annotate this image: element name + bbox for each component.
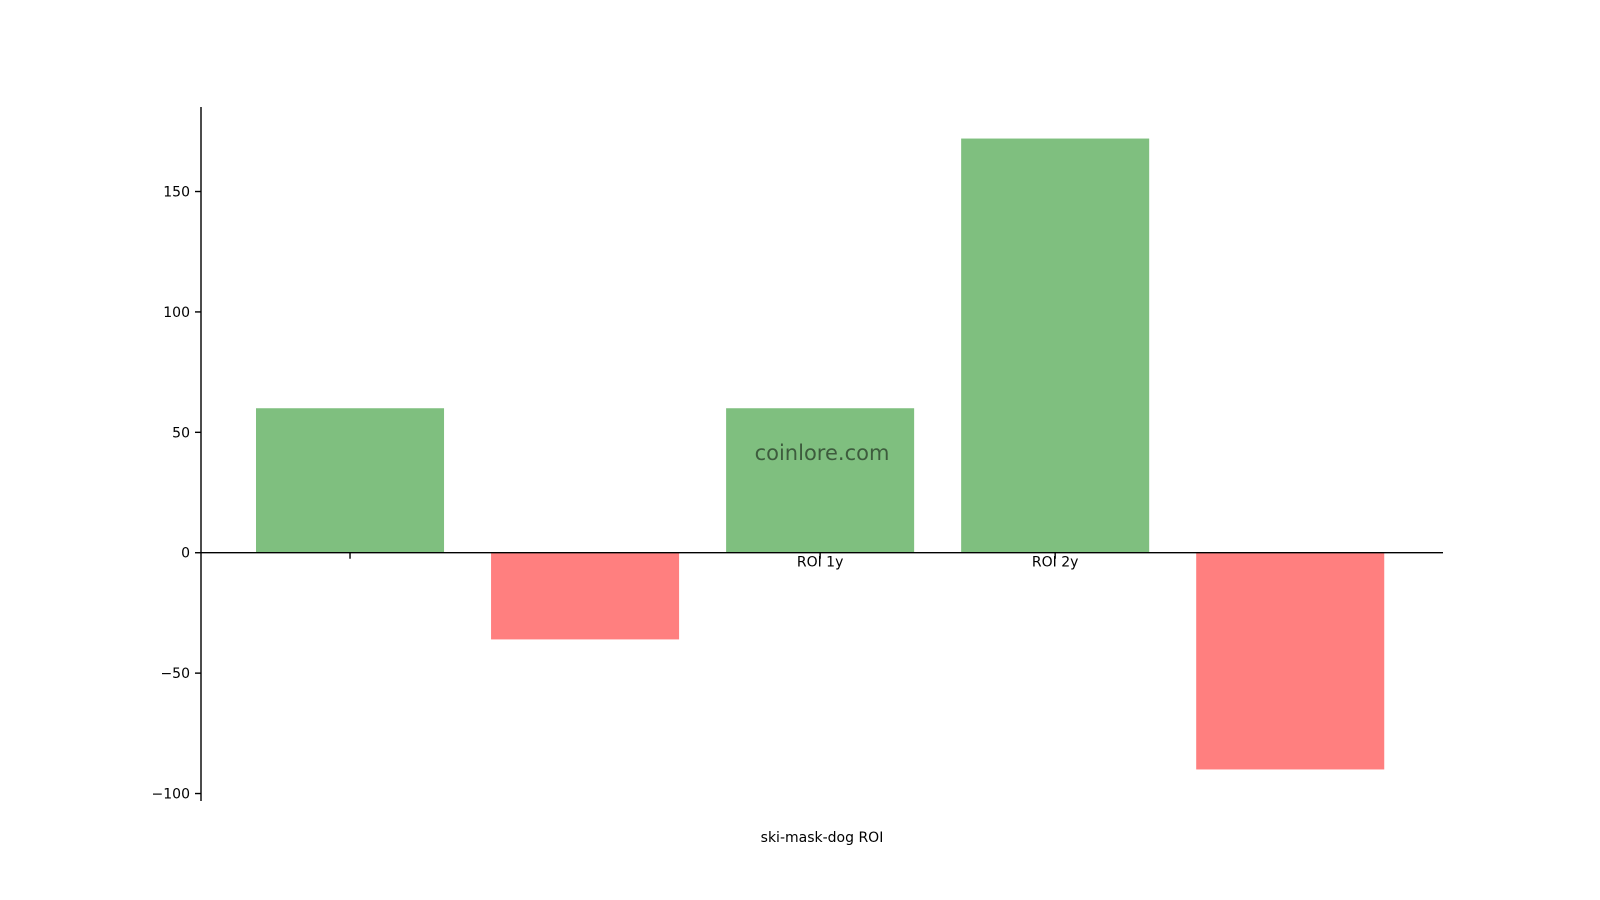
bars	[256, 138, 1385, 770]
bar-negative	[491, 552, 680, 640]
x-tick-label: ROI 2y	[1032, 555, 1079, 571]
bar-positive	[726, 408, 915, 553]
axes-lines	[200, 107, 1443, 801]
bar-negative	[1196, 552, 1385, 770]
x-tick-label: ROI 1y	[797, 555, 844, 571]
tick-labels: 150 100 50 0 −50 −100 ROI 1y ROI 2y	[152, 185, 1079, 803]
y-tick-label: 50	[172, 425, 190, 441]
watermark-text: coinlore.com	[755, 441, 890, 465]
bar-positive	[256, 408, 445, 553]
y-tick-label: 0	[181, 546, 190, 562]
y-tick-label: 150	[163, 185, 190, 201]
y-tick-label: 100	[163, 305, 190, 321]
x-axis-title: ski-mask-dog ROI	[761, 830, 884, 846]
y-tick-label: −100	[152, 787, 190, 803]
y-tick-label: −50	[160, 666, 190, 682]
bar-positive	[961, 138, 1150, 553]
